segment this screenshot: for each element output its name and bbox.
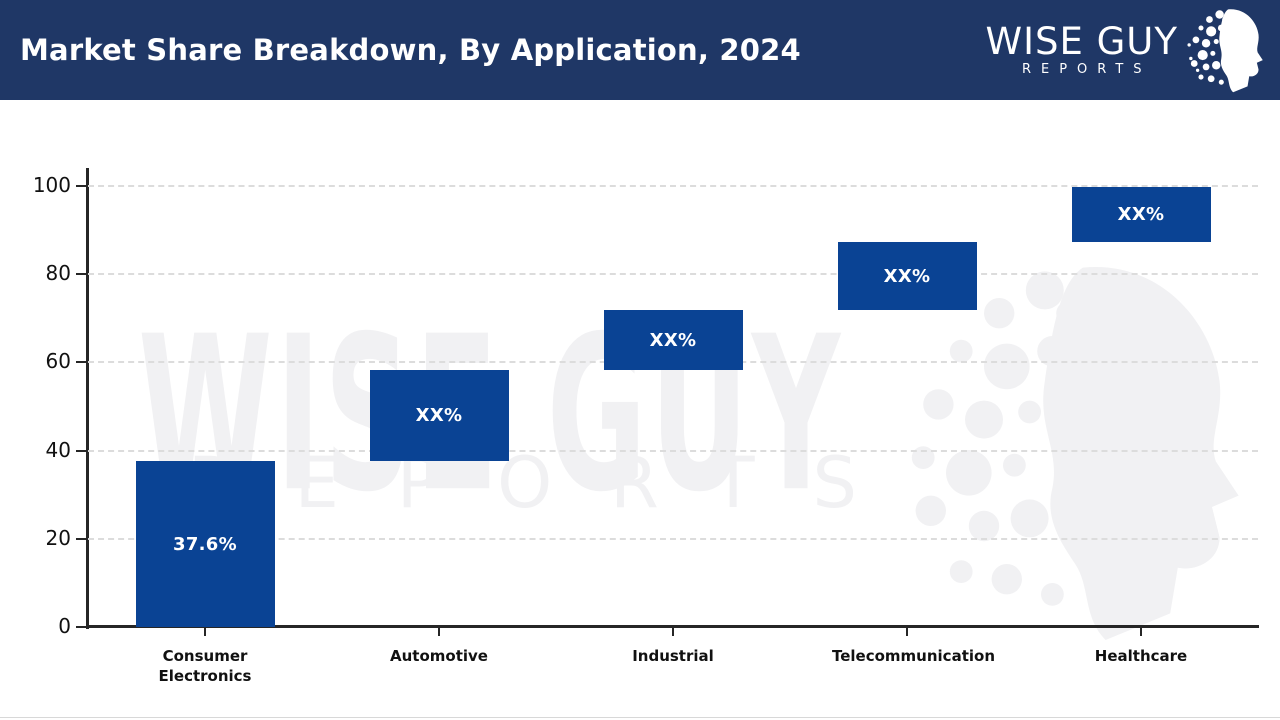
waterfall-bar-telecommunication: XX% <box>837 242 977 311</box>
x-category-label: Healthcare <box>1094 647 1188 665</box>
x-axis <box>86 625 1259 628</box>
bottom-divider <box>0 717 1280 718</box>
bar-value-label: 37.6% <box>173 533 237 555</box>
x-tick-mark <box>1140 627 1142 636</box>
x-tick-mark <box>204 627 206 636</box>
watermark-subtitle: REPORTS <box>188 442 915 524</box>
y-tick-label: 20 <box>45 525 71 550</box>
chart-area: WISE GUY REPORTS 0 20 40 60 80 100 37.6% Consum… <box>0 100 1280 718</box>
wise-guy-head-icon <box>1180 6 1266 94</box>
bar-value-label: XX% <box>649 329 697 351</box>
waterfall-bar-healthcare: XX% <box>1071 186 1211 243</box>
y-tick-label: 60 <box>45 349 71 374</box>
y-tick-mark <box>76 273 86 276</box>
plot-region: 0 20 40 60 80 100 37.6% Consumer Electronics XX%… <box>33 168 1259 685</box>
y-tick-mark <box>76 626 86 628</box>
gridline <box>88 537 1258 540</box>
y-tick-label: 0 <box>58 614 71 638</box>
x-tick-mark <box>906 627 908 636</box>
y-tick-mark <box>76 537 86 540</box>
header-bar: Market Share Breakdown, By Application, … <box>0 0 1280 100</box>
waterfall-bar-industrial: XX% <box>603 310 743 371</box>
x-category-label: Consumer Electronics <box>158 647 252 686</box>
x-tick-mark <box>438 627 440 636</box>
waterfall-bar-automotive: XX% <box>369 370 509 462</box>
y-tick-mark <box>76 185 86 187</box>
page-title: Market Share Breakdown, By Application, … <box>20 33 801 67</box>
wise-guy-logo: WISE GUY REPORTS <box>986 6 1266 94</box>
x-category-label: Telecommunication <box>832 647 995 665</box>
bar-value-label: XX% <box>415 405 463 427</box>
y-tick-label: 80 <box>45 261 71 286</box>
bar-value-label: XX% <box>1117 204 1165 226</box>
gridline <box>88 449 1258 452</box>
y-axis <box>86 168 89 629</box>
x-category-label: Automotive <box>390 647 488 665</box>
watermark-head-icon <box>870 240 1250 664</box>
gridline <box>88 273 1258 276</box>
y-tick-label: 100 <box>32 173 71 197</box>
bar-value-label: XX% <box>883 265 931 287</box>
x-category-label: Industrial <box>632 647 714 665</box>
y-tick-label: 40 <box>45 437 71 462</box>
x-tick-mark <box>672 627 674 636</box>
y-tick-mark <box>76 449 86 452</box>
waterfall-bar-consumer-electronics: 37.6% <box>135 461 275 627</box>
gridline <box>88 185 1258 187</box>
logo-subtitle: REPORTS <box>1021 62 1152 78</box>
y-tick-mark <box>76 361 86 364</box>
logo-wordmark: WISE GUY <box>985 19 1178 63</box>
